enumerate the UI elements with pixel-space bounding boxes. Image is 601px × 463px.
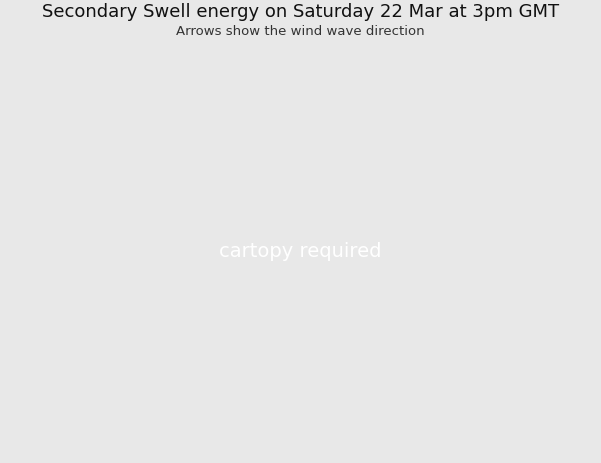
Text: Secondary Swell energy on Saturday 22 Mar at 3pm GMT: Secondary Swell energy on Saturday 22 Ma… (42, 3, 559, 21)
Text: Arrows show the wind wave direction: Arrows show the wind wave direction (176, 25, 425, 38)
Text: cartopy required: cartopy required (219, 242, 382, 262)
